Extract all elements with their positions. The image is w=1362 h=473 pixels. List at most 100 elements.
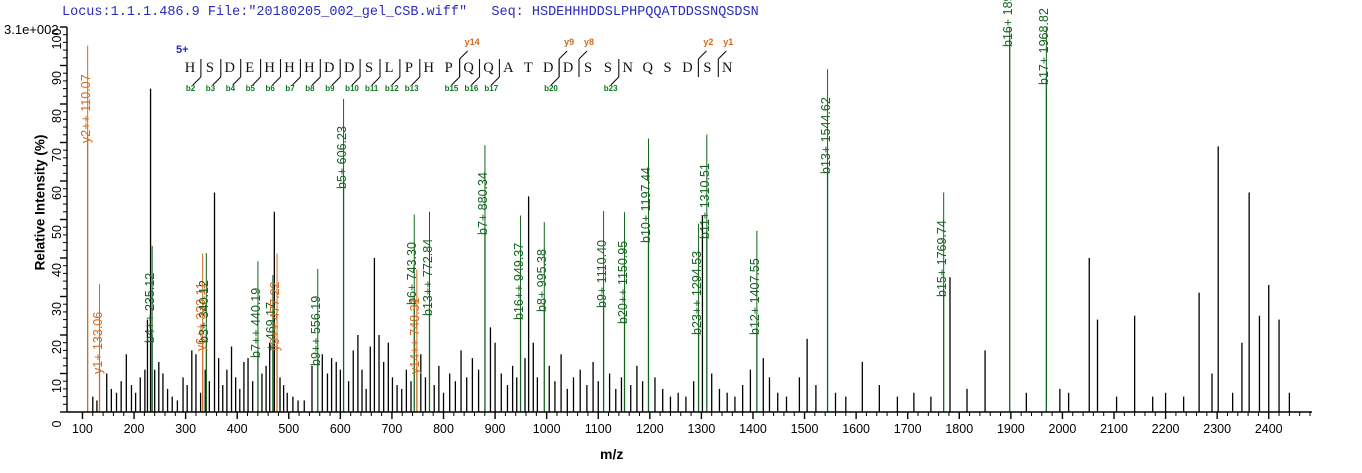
peak-label: b16+ 1897.80 [1000, 0, 1015, 47]
ladder-b-tail [292, 76, 301, 86]
peak-label: b4++ 235.12 [143, 272, 158, 343]
x-tick-label: 700 [381, 422, 403, 436]
ladder-residue: S [365, 60, 374, 76]
y-tick-label: 50 [50, 224, 64, 239]
x-tick-label: 2000 [1048, 422, 1077, 436]
ladder-b-label: b2 [185, 84, 196, 93]
ladder-residue: H [264, 60, 275, 76]
y-tick-label: 30 [50, 301, 64, 316]
peak-label: b13++ 772.84 [420, 238, 435, 317]
precursor-charge-label: 5+ [176, 44, 189, 56]
ladder-b-label: b10 [345, 84, 359, 93]
ladder-residue: N [622, 60, 634, 76]
header-title: Locus:1.1.1.486.9 File:"20180205_002_gel… [62, 5, 759, 20]
ladder-residue: H [423, 60, 435, 76]
ladder-y-tail [558, 50, 568, 60]
x-tick-label: 2100 [1100, 422, 1128, 436]
ladder-y-label: y2 [703, 37, 714, 47]
ladder-b-label: b11 [365, 84, 379, 93]
peak-label: b6+ 743.30 [405, 241, 420, 305]
ladder-b-tail [331, 76, 341, 86]
x-tick-label: 1000 [532, 422, 561, 436]
ladder-residue: H [284, 60, 295, 76]
x-tick-label: 1600 [842, 422, 871, 436]
ladder-b-tail [272, 76, 281, 86]
ladder-b-label: b8 [305, 84, 315, 93]
ladder-b-tail [252, 76, 261, 86]
peak-label: b5+ 606.23 [334, 126, 349, 189]
x-tick-label: 100 [72, 422, 93, 436]
ladder-y-tail [717, 50, 727, 60]
x-tick-label: 1300 [687, 422, 716, 436]
ladder-b-label: b15 [444, 84, 459, 93]
x-tick-label: 800 [433, 422, 454, 436]
x-tick-label: 1800 [945, 422, 974, 436]
peak-label: b20++ 1150.95 [615, 240, 630, 324]
y-tick-label: 80 [50, 109, 64, 123]
ladder-b-label: b5 [245, 84, 255, 93]
ladder-residue: D [562, 60, 574, 76]
ladder-residue: D [542, 60, 554, 76]
ladder-b-tail [371, 76, 381, 86]
y-tick-label: 40 [50, 263, 64, 277]
x-tick-label: 1200 [635, 422, 664, 436]
peak-label: b12+ 1407.55 [747, 258, 762, 336]
axis-layer [60, 26, 1312, 419]
ladder-residue: S [583, 60, 593, 76]
y-tick-label: 0 [50, 420, 64, 428]
peak-label: b9+ 1110.40 [594, 240, 609, 309]
ladder-b-tail [610, 76, 620, 86]
ladder-residue: S [603, 60, 612, 76]
ladder-b-tail [391, 76, 401, 86]
ladder-b-tail [192, 76, 202, 86]
x-axis-title: m/z [600, 446, 624, 462]
ladder-residue: H [304, 60, 315, 76]
ladder-b-label: b20 [544, 84, 558, 93]
ladder-b-label: b16 [464, 84, 479, 93]
x-tick-label: 300 [175, 422, 197, 436]
ladder-b-tail [491, 76, 500, 86]
ladder-b-tail [550, 76, 560, 86]
x-tick-label: 1700 [893, 422, 922, 436]
ladder-b-label: b17 [484, 84, 499, 93]
ladder-residue: P [404, 60, 413, 76]
peak-label: y1+ 133.06 [90, 311, 105, 374]
y-tick-label: 100 [50, 28, 64, 50]
ladder-residue: Q [642, 60, 653, 76]
peak-label: b10+ 1197.44 [639, 167, 654, 243]
y-tick-label: 10 [50, 378, 64, 393]
peaks-layer [87, 38, 1291, 412]
ladder-y-tail [459, 50, 468, 60]
ladder-residue: S [703, 60, 712, 76]
ladder-residue: S [205, 60, 214, 76]
peak-label-leaders [87, 27, 1047, 366]
y-tick-label: 70 [50, 147, 64, 162]
ladder-y-label: y9 [564, 37, 575, 47]
peak-label: b23++ 1294.53 [689, 251, 704, 336]
ladder-residue: Q [463, 60, 474, 76]
ladder-b-label: b4 [225, 84, 236, 93]
ladder-residue: S [663, 60, 672, 76]
peak-label: b15+ 1769.74 [934, 219, 949, 297]
peak-label: b8+ 995.38 [535, 249, 550, 313]
ladder-y-label: y8 [584, 37, 595, 47]
ladder-residue: D [324, 60, 335, 76]
peak-label: b16++ 949.37 [511, 242, 526, 320]
ladder-residue: D [682, 60, 693, 76]
x-tick-label: 500 [278, 422, 300, 436]
ladder-residue: N [722, 60, 733, 76]
ladder-y-label: y14 [464, 37, 480, 47]
x-tick-label: 2300 [1203, 422, 1232, 436]
ladder-y-tail [698, 50, 707, 60]
peak-label: b3+ 340.12 [197, 280, 212, 343]
ladder-residue: L [384, 60, 394, 76]
ladder-residue: D [224, 60, 236, 76]
x-tick-label: 1400 [739, 422, 767, 436]
x-tick-label: 1900 [996, 422, 1025, 436]
ladder-b-label: b12 [384, 84, 399, 93]
peak-label: b7++ 440.19 [248, 288, 263, 359]
y-tick-label: 90 [50, 70, 64, 85]
ladder-y-label: y1 [723, 37, 734, 47]
x-tick-label: 200 [123, 422, 145, 436]
